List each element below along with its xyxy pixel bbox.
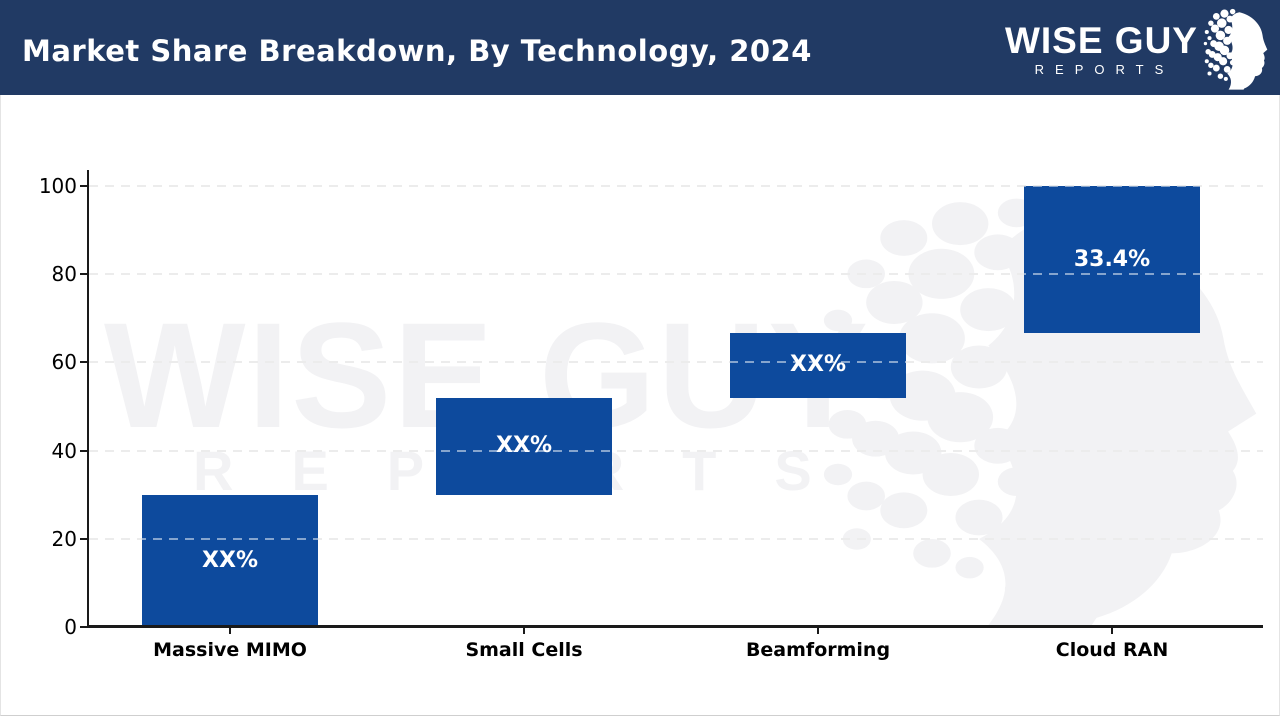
- bar-value-label: XX%: [496, 433, 552, 459]
- y-tick-label-80: 80: [51, 262, 77, 287]
- gridline-overlay-60: [89, 361, 1263, 364]
- waterfall-chart: 0 20 40 60 80 100 XX% XX% XX% 33.4% Massive MIMO Sm…: [1, 95, 1279, 715]
- wiseguy-logo: WISE GUY REPORTS: [1005, 6, 1268, 92]
- y-tick-label-60: 60: [51, 350, 77, 375]
- bar-massive-mimo: XX%: [142, 494, 318, 627]
- y-tick-mark-100: [80, 185, 88, 187]
- gridline-overlay-20: [89, 537, 1263, 540]
- logo-subtext: REPORTS: [1034, 61, 1175, 77]
- bar-value-label: XX%: [202, 547, 258, 573]
- bar-value-label: XX%: [790, 352, 846, 378]
- y-tick-mark-0: [80, 626, 88, 628]
- bar-beamforming: XX%: [730, 333, 906, 398]
- x-tick-mark-2: [523, 628, 525, 634]
- wiseguy-head-icon: [1200, 8, 1268, 90]
- y-tick-label-100: 100: [38, 174, 77, 198]
- x-category-label-4: Cloud RAN: [1055, 639, 1169, 661]
- chart-area: WISE GUY REPORTS 020406080100XX%XX%XX%33…: [0, 95, 1280, 716]
- gridline-overlay-100: [89, 185, 1263, 187]
- x-tick-mark-3: [817, 628, 819, 634]
- bar-cloud-ran: 33.4%: [1024, 186, 1200, 334]
- y-tick-label-0: 0: [64, 615, 77, 639]
- y-tick-mark-60: [80, 361, 88, 364]
- logo-wordmark: WISE GUY: [1004, 19, 1198, 61]
- header: Market Share Breakdown, By Technology, 2…: [0, 0, 1280, 95]
- y-tick-mark-20: [80, 537, 88, 540]
- x-category-label-1: Massive MIMO: [153, 639, 307, 661]
- y-axis-line: [87, 170, 89, 628]
- x-category-label-3: Beamforming: [745, 639, 891, 661]
- gridline-overlay-40: [89, 449, 1263, 452]
- y-tick-mark-80: [80, 273, 88, 276]
- bar-value-label: 33.4%: [1073, 246, 1151, 272]
- bar-small-cells: XX%: [436, 397, 612, 495]
- y-tick-label-40: 40: [51, 438, 77, 463]
- x-axis-line: [89, 625, 1263, 628]
- y-tick-label-20: 20: [51, 526, 77, 551]
- y-tick-mark-40: [80, 449, 88, 452]
- gridline-overlay-80: [89, 273, 1263, 276]
- x-tick-mark-1: [229, 628, 231, 634]
- x-category-label-2: Small Cells: [465, 639, 583, 661]
- logo-text: WISE GUY REPORTS: [1005, 22, 1198, 77]
- page-title: Market Share Breakdown, By Technology, 2…: [22, 34, 812, 68]
- x-tick-mark-4: [1111, 628, 1113, 634]
